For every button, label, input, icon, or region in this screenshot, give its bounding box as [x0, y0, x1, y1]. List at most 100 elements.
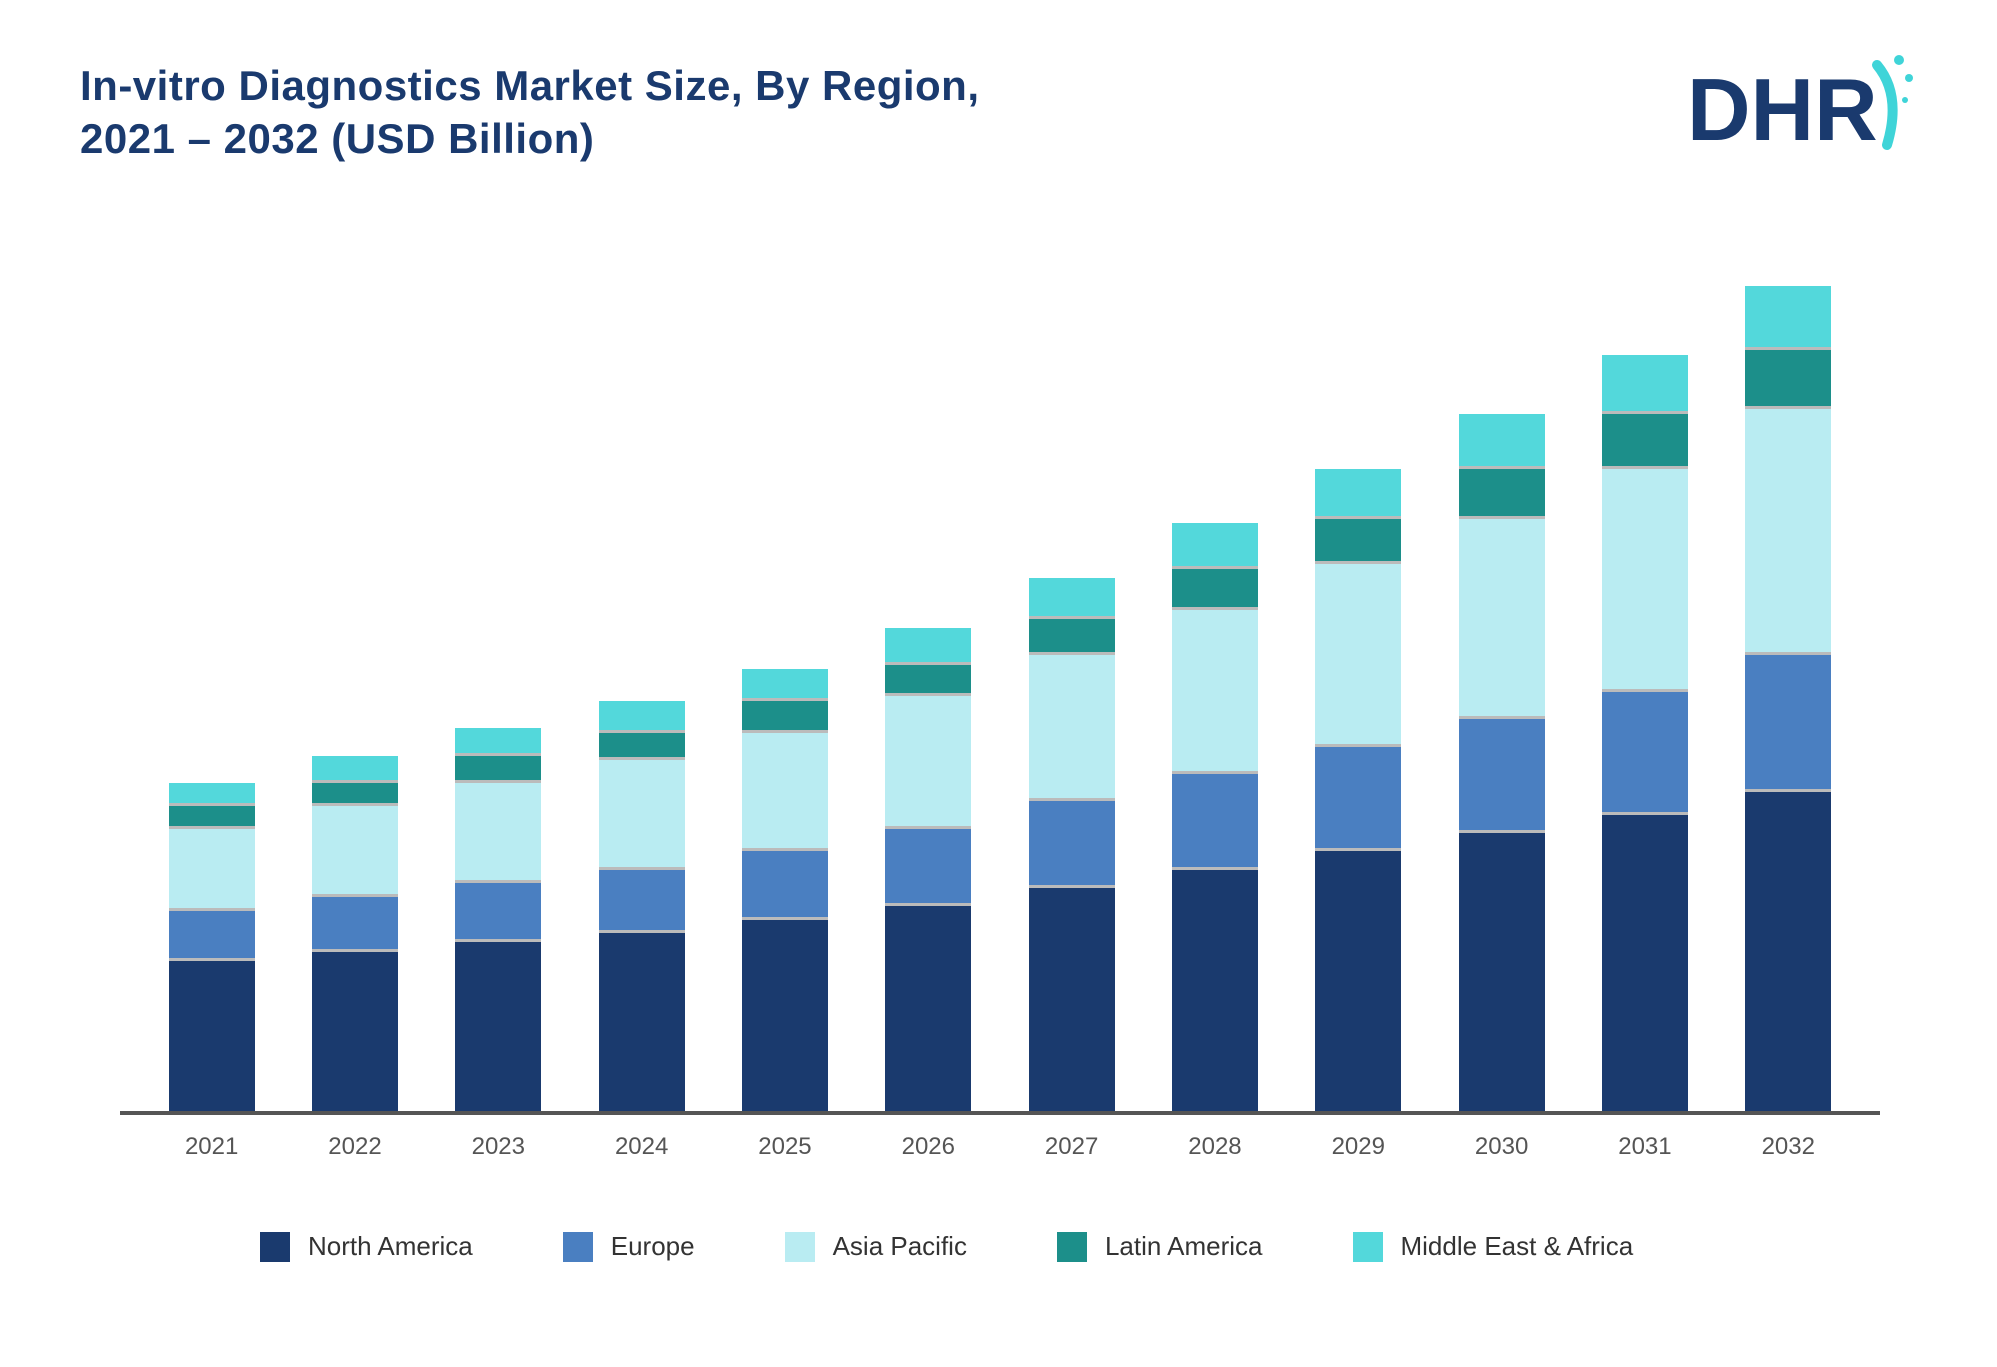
bar-segment	[1459, 519, 1545, 719]
x-axis-label: 2025	[742, 1133, 828, 1161]
legend-label: Europe	[611, 1231, 695, 1262]
bar-segment	[312, 897, 398, 952]
bar-group	[885, 628, 971, 1111]
bar-segment	[1602, 414, 1688, 469]
bar-segment	[312, 756, 398, 783]
legend-swatch	[1057, 1232, 1087, 1262]
stacked-bar	[885, 628, 971, 1111]
logo-dot-icon	[1905, 74, 1913, 82]
bar-group	[169, 783, 255, 1111]
stacked-bar	[169, 783, 255, 1111]
bar-segment	[312, 806, 398, 897]
bar-segment	[169, 829, 255, 911]
bar-segment	[1459, 414, 1545, 469]
logo-dot-icon	[1894, 55, 1904, 65]
bar-segment	[1602, 692, 1688, 815]
bar-group	[1172, 523, 1258, 1111]
bar-segment	[169, 783, 255, 806]
bar-segment	[169, 911, 255, 961]
bar-segment	[1315, 469, 1401, 519]
legend-swatch	[785, 1232, 815, 1262]
x-axis-label: 2032	[1745, 1133, 1831, 1161]
bar-segment	[599, 701, 685, 733]
bar-segment	[455, 942, 541, 1111]
bar-segment	[599, 733, 685, 760]
bar-segment	[169, 806, 255, 829]
legend-item: North America	[260, 1231, 473, 1262]
legend-item: Latin America	[1057, 1231, 1263, 1262]
chart-plot-area	[120, 295, 1880, 1115]
bar-segment	[1029, 619, 1115, 655]
bar-group	[1459, 414, 1545, 1111]
bar-group	[455, 728, 541, 1111]
bar-segment	[1172, 870, 1258, 1111]
stacked-bar	[1315, 469, 1401, 1111]
bar-segment	[1745, 409, 1831, 655]
bar-segment	[1745, 792, 1831, 1111]
logo-swoosh-icon	[1877, 65, 1893, 145]
legend-label: North America	[308, 1231, 473, 1262]
bar-segment	[885, 628, 971, 664]
legend-swatch	[563, 1232, 593, 1262]
bar-segment	[1315, 851, 1401, 1111]
bar-segment	[455, 728, 541, 755]
bar-group	[1029, 578, 1115, 1111]
bar-segment	[169, 961, 255, 1111]
bar-segment	[885, 696, 971, 828]
stacked-bar	[1459, 414, 1545, 1111]
bar-segment	[742, 669, 828, 701]
x-axis-label: 2028	[1172, 1133, 1258, 1161]
bar-segment	[599, 760, 685, 869]
stacked-bar	[312, 756, 398, 1111]
bar-segment	[885, 665, 971, 697]
dhr-logo: DHR	[1687, 50, 1917, 185]
x-axis-label: 2023	[455, 1133, 541, 1161]
x-axis-label: 2021	[169, 1133, 255, 1161]
bar-segment	[455, 883, 541, 942]
bar-segment	[1029, 655, 1115, 801]
legend-swatch	[260, 1232, 290, 1262]
bar-segment	[1459, 719, 1545, 833]
bars-container	[120, 295, 1880, 1111]
x-axis-label: 2022	[312, 1133, 398, 1161]
x-axis-label: 2024	[599, 1133, 685, 1161]
stacked-bar	[1602, 355, 1688, 1111]
bar-segment	[1745, 286, 1831, 350]
bar-segment	[742, 920, 828, 1111]
bar-segment	[1602, 355, 1688, 414]
legend-label: Middle East & Africa	[1401, 1231, 1634, 1262]
bar-segment	[1602, 469, 1688, 692]
bar-segment	[455, 756, 541, 783]
bar-segment	[1315, 519, 1401, 565]
bar-segment	[885, 829, 971, 906]
bar-segment	[1172, 774, 1258, 870]
legend: North America Europe Asia Pacific Latin Ame…	[260, 1231, 1917, 1262]
bar-group	[1602, 355, 1688, 1111]
legend-label: Latin America	[1105, 1231, 1263, 1262]
bar-segment	[599, 933, 685, 1111]
bar-group	[1315, 469, 1401, 1111]
chart-title: In-vitro Diagnostics Market Size, By Reg…	[80, 60, 980, 165]
logo-text: DHR	[1687, 60, 1878, 159]
title-line-2: 2021 – 2032 (USD Billion)	[80, 113, 980, 166]
bar-segment	[312, 783, 398, 806]
stacked-bar	[1745, 286, 1831, 1111]
bar-segment	[742, 851, 828, 919]
bar-segment	[1029, 888, 1115, 1111]
bar-group	[312, 756, 398, 1111]
bar-segment	[1459, 469, 1545, 519]
logo-dot-icon	[1902, 97, 1908, 103]
legend-item: Europe	[563, 1231, 695, 1262]
header: In-vitro Diagnostics Market Size, By Reg…	[80, 60, 1917, 185]
bar-segment	[1172, 569, 1258, 610]
legend-swatch	[1353, 1232, 1383, 1262]
legend-item: Middle East & Africa	[1353, 1231, 1634, 1262]
bar-segment	[455, 783, 541, 883]
bar-segment	[1602, 815, 1688, 1111]
legend-label: Asia Pacific	[833, 1231, 967, 1262]
bar-group	[599, 701, 685, 1111]
bar-segment	[742, 701, 828, 733]
x-axis-labels: 2021202220232024202520262027202820292030…	[120, 1115, 1880, 1161]
x-axis-label: 2027	[1029, 1133, 1115, 1161]
x-axis-label: 2031	[1602, 1133, 1688, 1161]
